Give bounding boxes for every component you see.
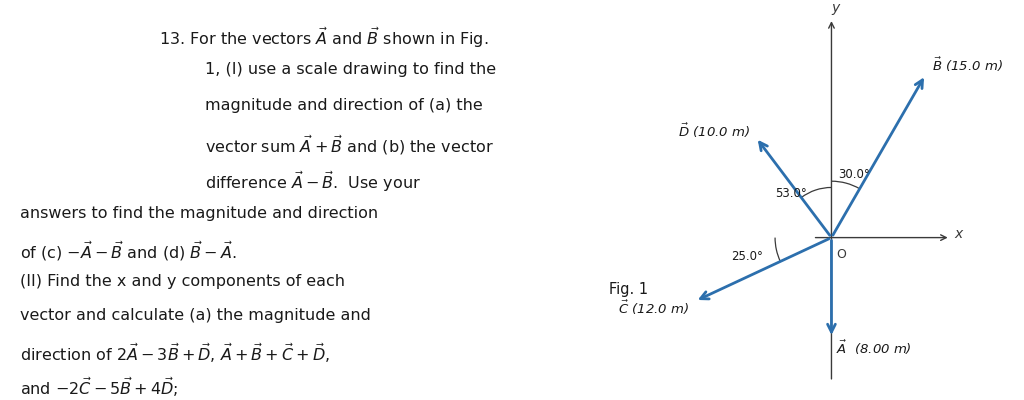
Text: $\vec{B}$ (15.0 m): $\vec{B}$ (15.0 m) xyxy=(932,56,1002,74)
Text: 1, (I) use a scale drawing to find the: 1, (I) use a scale drawing to find the xyxy=(205,62,496,77)
Text: direction of $2\vec{A}-3\vec{B}+\vec{D}$, $\vec{A}+\vec{B}+\vec{C}+\vec{D}$,: direction of $2\vec{A}-3\vec{B}+\vec{D}$… xyxy=(20,342,331,365)
Text: O: O xyxy=(837,248,847,261)
Text: $\vec{D}$ (10.0 m): $\vec{D}$ (10.0 m) xyxy=(678,122,750,140)
Text: Fig. 1: Fig. 1 xyxy=(609,282,648,297)
Text: y: y xyxy=(831,0,840,14)
Text: $\vec{A}$  (8.00 m): $\vec{A}$ (8.00 m) xyxy=(837,339,912,357)
Text: 53.0°: 53.0° xyxy=(775,187,807,200)
Text: 25.0°: 25.0° xyxy=(731,250,763,263)
Text: difference $\vec{A}-\vec{B}$.  Use your: difference $\vec{A}-\vec{B}$. Use your xyxy=(205,170,421,194)
Text: 30.0°: 30.0° xyxy=(838,168,869,182)
Text: vector and calculate (a) the magnitude and: vector and calculate (a) the magnitude a… xyxy=(20,308,372,323)
Text: 13. For the vectors $\vec{A}$ and $\vec{B}$ shown in Fig.: 13. For the vectors $\vec{A}$ and $\vec{… xyxy=(159,26,488,50)
Text: $\vec{C}$ (12.0 m): $\vec{C}$ (12.0 m) xyxy=(617,298,689,317)
Text: magnitude and direction of (a) the: magnitude and direction of (a) the xyxy=(205,98,482,113)
Text: (II) Find the x and y components of each: (II) Find the x and y components of each xyxy=(20,274,345,289)
Text: and $-2\vec{C}-5\vec{B}+4\vec{D}$;: and $-2\vec{C}-5\vec{B}+4\vec{D}$; xyxy=(20,376,179,399)
Text: vector sum $\vec{A}+\vec{B}$ and (b) the vector: vector sum $\vec{A}+\vec{B}$ and (b) the… xyxy=(205,134,494,157)
Text: of (c) $-\vec{A}-\vec{B}$ and (d) $\vec{B}-\vec{A}$.: of (c) $-\vec{A}-\vec{B}$ and (d) $\vec{… xyxy=(20,240,238,263)
Text: answers to find the magnitude and direction: answers to find the magnitude and direct… xyxy=(20,206,379,221)
Text: x: x xyxy=(954,227,963,241)
